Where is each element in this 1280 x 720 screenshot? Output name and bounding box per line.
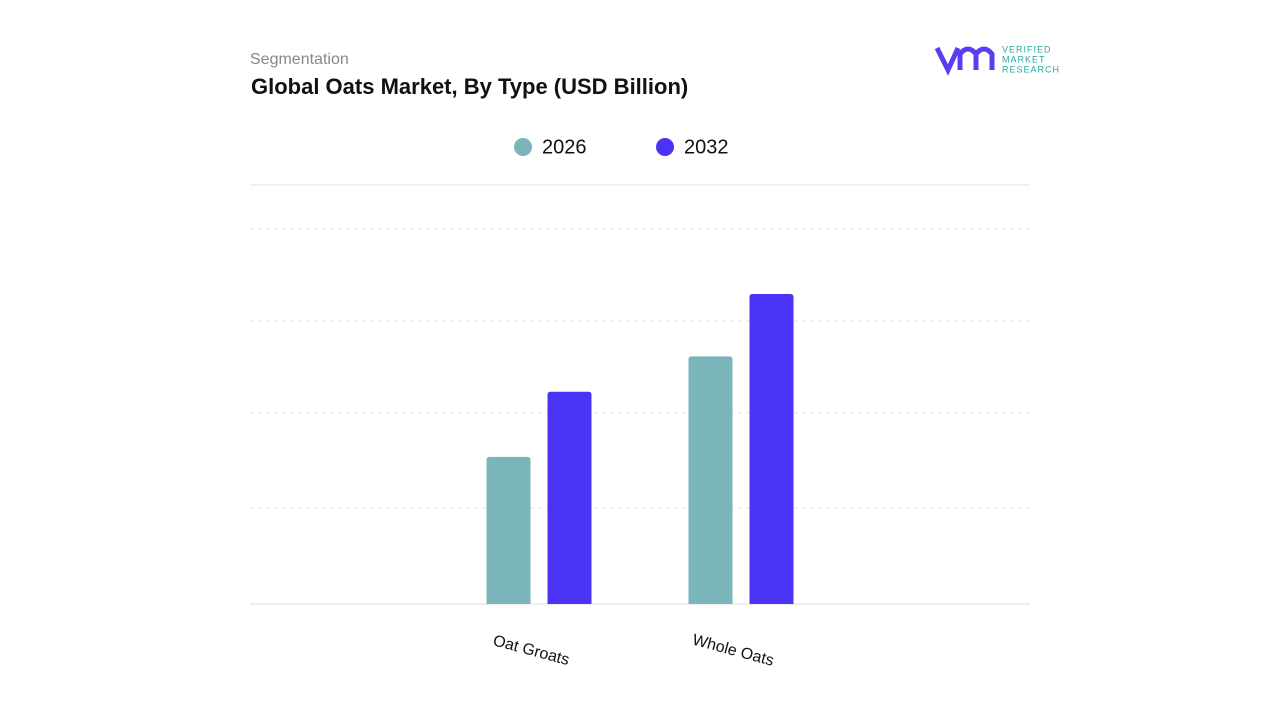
bar xyxy=(547,391,592,604)
legend-marker xyxy=(656,138,674,156)
legend-marker xyxy=(514,138,532,156)
logo-text: VERIFIED xyxy=(1002,44,1052,54)
logo-text: RESEARCH xyxy=(1002,64,1060,74)
grid xyxy=(250,184,1030,605)
chart-subtitle: Segmentation xyxy=(250,51,349,68)
bar xyxy=(486,456,531,604)
x-tick-label: Whole Oats xyxy=(690,632,775,670)
legend-label: 2026 xyxy=(542,136,587,158)
legend-label: 2032 xyxy=(684,136,729,158)
bar xyxy=(749,293,794,604)
x-tick-label: Oat Groats xyxy=(491,632,571,669)
logo-mark xyxy=(934,46,995,76)
chart-title: Global Oats Market, By Type (USD Billion… xyxy=(251,74,688,99)
bar xyxy=(688,356,733,604)
logo-text: MARKET xyxy=(1002,54,1046,64)
logo: VERIFIED MARKET RESEARCH xyxy=(934,44,1060,76)
